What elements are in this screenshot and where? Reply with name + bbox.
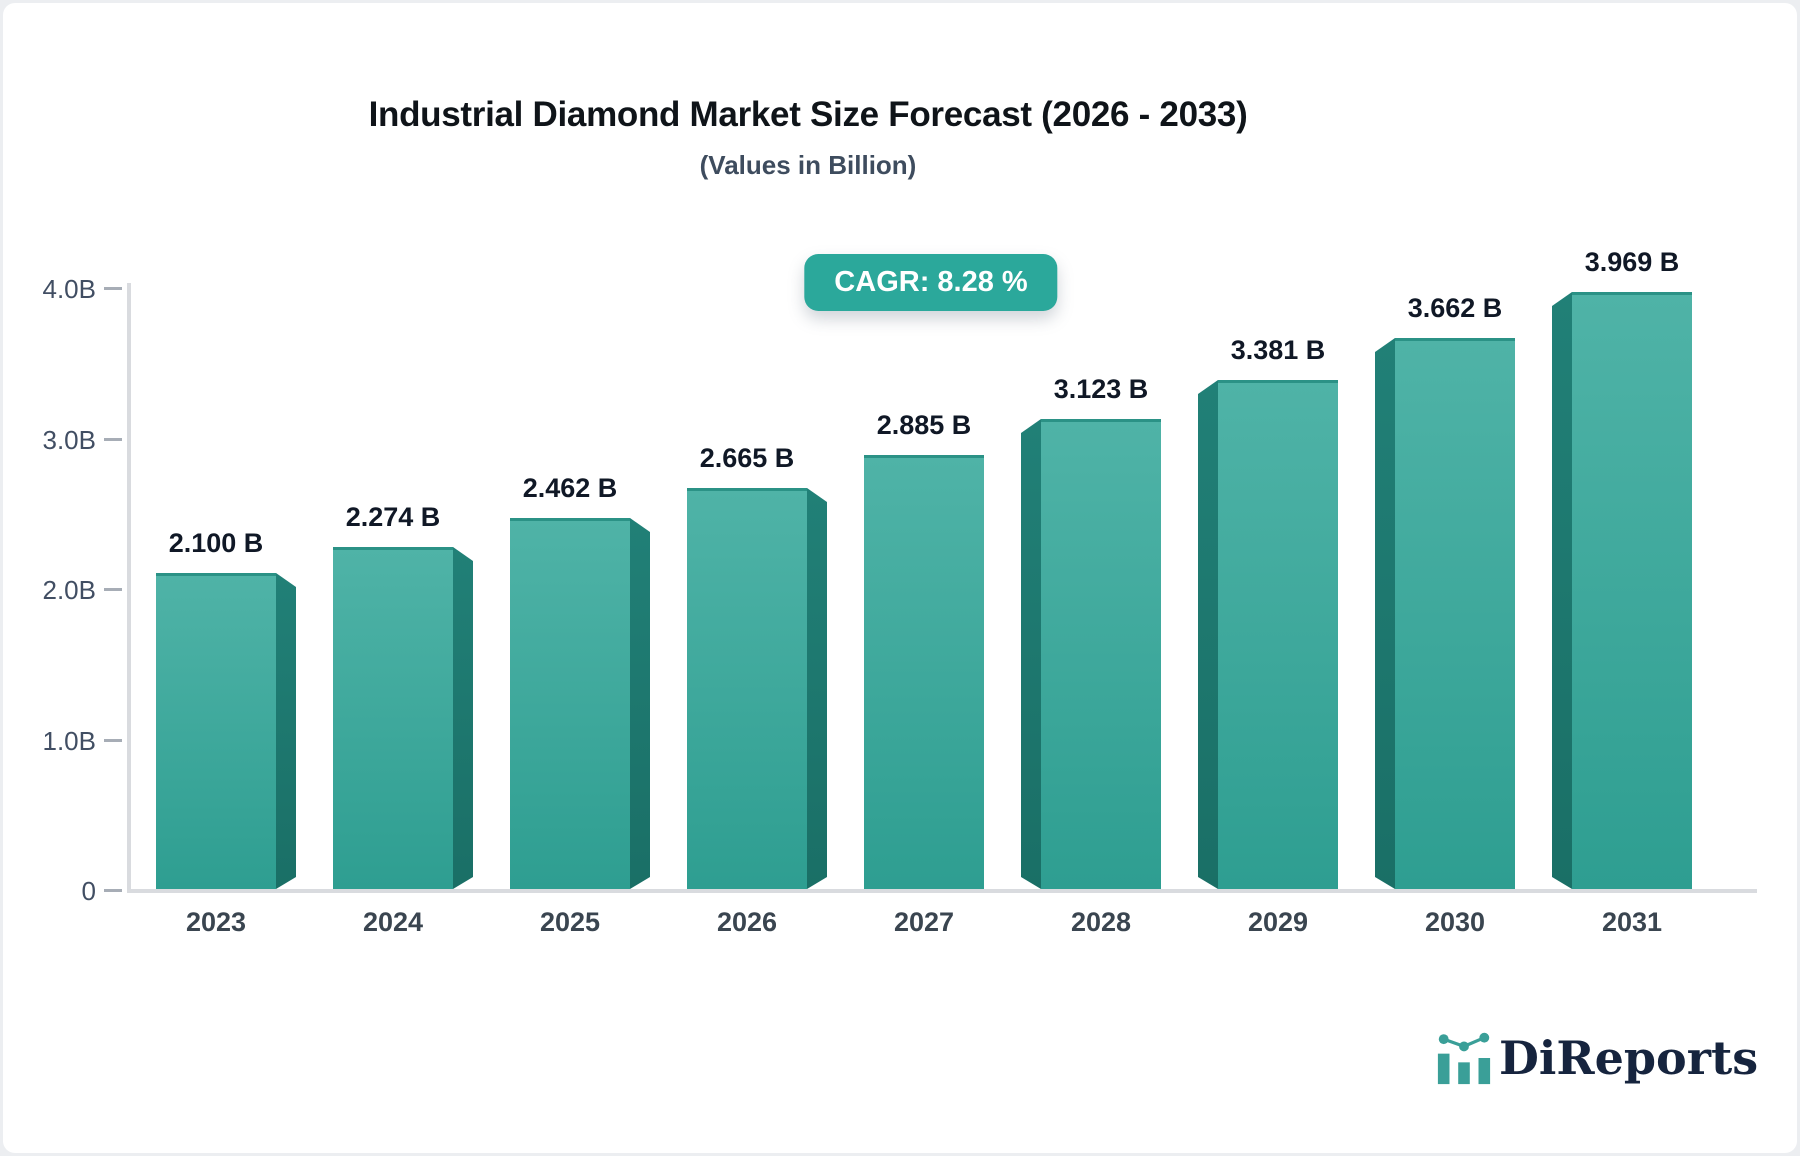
- bar-depth-face: [807, 488, 827, 889]
- bar-value-label: 3.123 B: [1053, 374, 1149, 404]
- x-tick-2027: 2027: [893, 907, 955, 937]
- bar-value-label: 2.274 B: [345, 502, 441, 532]
- bar-value-label: 2.462 B: [522, 473, 618, 503]
- x-tick-2026: 2026: [716, 907, 778, 937]
- cagr-badge: CAGR: 8.28 %: [804, 254, 1058, 311]
- y-tick-mark: [104, 588, 122, 591]
- bar-2028: [1041, 419, 1161, 889]
- brand-logo: DiReports: [1435, 1029, 1758, 1087]
- y-tick-label: 2.0B: [42, 575, 97, 605]
- x-tick-2025: 2025: [539, 907, 601, 937]
- y-tick-label: 4.0B: [42, 274, 97, 304]
- x-tick-2030: 2030: [1424, 907, 1486, 937]
- bar-value-label: 3.662 B: [1407, 293, 1503, 323]
- y-tick-label: 1.0B: [42, 725, 97, 756]
- bar-value-label: 2.885 B: [876, 410, 972, 440]
- bar-2027: [864, 455, 984, 889]
- x-tick-2028: 2028: [1070, 907, 1132, 937]
- chart-title: Industrial Diamond Market Size Forecast …: [368, 95, 1248, 134]
- bar-front-face: [1572, 292, 1692, 889]
- bar-value-label: 2.100 B: [168, 528, 264, 558]
- bar-depth-face: [630, 518, 650, 889]
- bar-depth-face: [1021, 419, 1041, 889]
- bar-front-face: [1218, 380, 1338, 889]
- bar-2031: [1572, 292, 1692, 889]
- mini-bar-line-chart-icon: [1437, 1032, 1491, 1085]
- bar-front-face: [1395, 338, 1515, 889]
- bar-front-face: [1041, 419, 1161, 889]
- bar-value-label: 3.381 B: [1230, 335, 1326, 365]
- bar-front-face: [333, 547, 453, 889]
- y-axis-line: [127, 283, 131, 893]
- bar-2030: [1395, 338, 1515, 889]
- x-axis-line: [127, 889, 1757, 893]
- bar-2029: [1218, 380, 1338, 889]
- bar-depth-face: [1375, 338, 1395, 889]
- chart-subtitle: (Values in Billion): [699, 150, 917, 180]
- y-tick-mark: [104, 889, 122, 892]
- bar-front-face: [864, 455, 984, 889]
- y-tick-mark: [104, 437, 122, 441]
- x-tick-2023: 2023: [185, 907, 247, 937]
- bar-2024: [333, 547, 453, 889]
- bar-2025: [510, 518, 630, 889]
- bar-value-label: 2.665 B: [699, 443, 795, 473]
- bar-2026: [687, 488, 807, 889]
- y-tick-label: 0: [81, 876, 96, 906]
- chart-card: Industrial Diamond Market Size Forecast …: [3, 3, 1797, 1153]
- bar-front-face: [156, 573, 276, 889]
- y-tick-mark: [104, 287, 122, 290]
- bar-depth-face: [1552, 292, 1572, 889]
- bar-front-face: [687, 488, 807, 889]
- x-tick-2024: 2024: [362, 907, 424, 937]
- bar-depth-face: [1198, 380, 1218, 889]
- y-tick-mark: [104, 738, 122, 742]
- bar-depth-face: [276, 573, 296, 889]
- x-tick-2029: 2029: [1247, 907, 1309, 937]
- x-tick-2031: 2031: [1601, 907, 1663, 937]
- y-tick-label: 3.0B: [42, 424, 97, 455]
- plot-area: Industrial Diamond Market Size Forecast …: [3, 3, 1797, 1153]
- bar-2023: [156, 573, 276, 889]
- bar-front-face: [510, 518, 630, 889]
- bar-depth-face: [453, 547, 473, 889]
- brand-logo-text: DiReports: [1499, 1031, 1759, 1085]
- bar-value-label: 3.969 B: [1584, 247, 1680, 277]
